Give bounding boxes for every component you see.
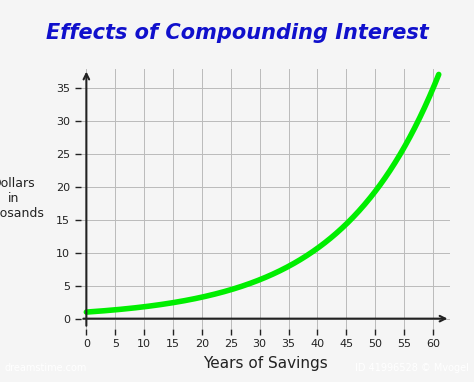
- Text: dreamstime.com: dreamstime.com: [5, 363, 87, 373]
- Y-axis label: Dollars
in
Thosands: Dollars in Thosands: [0, 177, 44, 220]
- X-axis label: Years of Savings: Years of Savings: [203, 356, 328, 371]
- Text: ID 41996528 © Mvogel: ID 41996528 © Mvogel: [356, 363, 469, 373]
- Text: Effects of Compounding Interest: Effects of Compounding Interest: [46, 23, 428, 43]
